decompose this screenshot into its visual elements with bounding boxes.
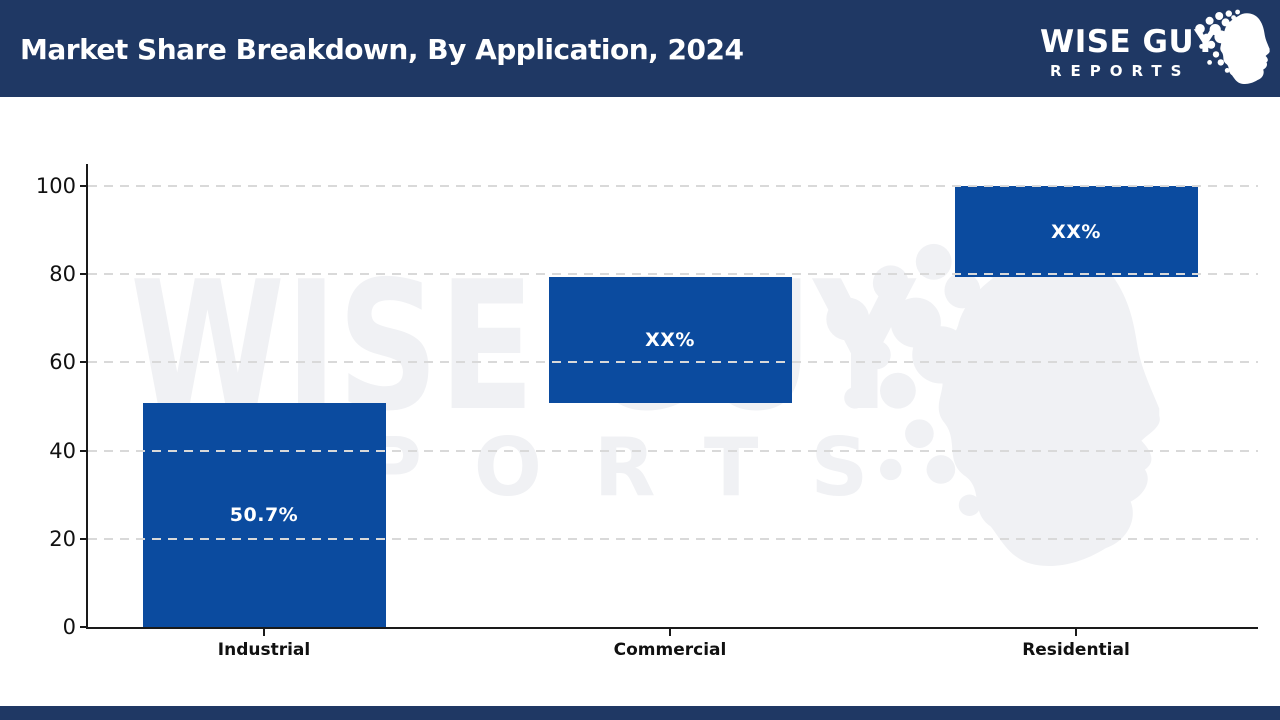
page-title: Market Share Breakdown, By Application, …: [20, 33, 744, 66]
logo-face-icon: [1192, 8, 1272, 88]
logo-wordmark: WISE GUY: [1040, 24, 1218, 60]
y-tick-label: 40: [49, 438, 76, 463]
y-tick-label: 80: [49, 262, 76, 287]
y-tick-label: 20: [49, 526, 76, 551]
y-tick-mark: [80, 185, 87, 187]
x-tick-mark: [669, 629, 671, 636]
y-tick-label: 100: [35, 174, 76, 198]
x-category-label: Residential: [1022, 640, 1130, 660]
bar-value-label: 50.7%: [229, 504, 299, 527]
y-tick-mark: [80, 626, 87, 628]
brand-logo: WISE GUY REPORTS: [1030, 6, 1274, 94]
gridline: [88, 361, 1258, 364]
x-category-label: Commercial: [613, 640, 727, 660]
bar-industrial: 50.7%: [142, 403, 386, 627]
logo-subtext: REPORTS: [1050, 62, 1191, 80]
y-tick-mark: [80, 273, 87, 276]
x-axis-line: [86, 627, 1258, 629]
gridline: [88, 537, 1258, 540]
gridline: [88, 449, 1258, 452]
bar-value-label: XX%: [645, 329, 695, 352]
bar-residential: XX%: [954, 186, 1198, 278]
gridline: [88, 185, 1258, 187]
x-tick-mark: [263, 629, 265, 636]
y-axis-line: [86, 164, 88, 629]
y-tick-label: 60: [49, 350, 76, 375]
x-tick-mark: [1075, 629, 1077, 636]
y-tick-mark: [80, 537, 87, 540]
x-category-label: Industrial: [217, 640, 311, 660]
header-bar: Market Share Breakdown, By Application, …: [0, 0, 1280, 97]
bar-commercial: XX%: [548, 277, 792, 404]
y-tick-label: 0: [62, 615, 76, 639]
y-tick-mark: [80, 361, 87, 364]
footer-bar: [0, 706, 1280, 720]
y-tick-mark: [80, 449, 87, 452]
gridline: [88, 273, 1258, 276]
bar-value-label: XX%: [1051, 220, 1101, 243]
